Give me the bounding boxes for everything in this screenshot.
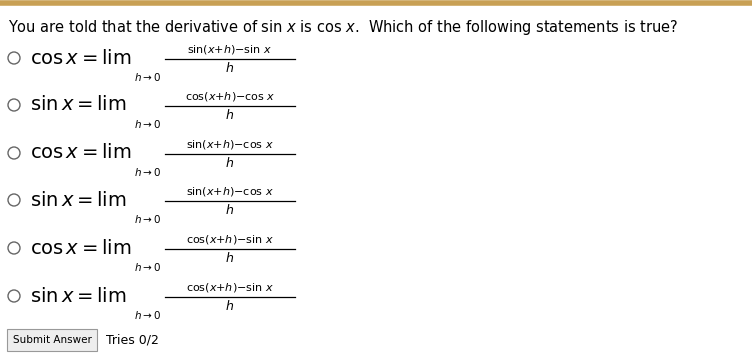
Text: $h$: $h$	[226, 251, 235, 265]
Text: cos($x$+$h$)$-$cos $x$: cos($x$+$h$)$-$cos $x$	[185, 90, 275, 103]
Text: $\sin x = \lim$: $\sin x = \lim$	[30, 95, 126, 114]
Text: $h{\to}0$: $h{\to}0$	[135, 166, 162, 178]
Text: sin($x$+$h$)$-$sin $x$: sin($x$+$h$)$-$sin $x$	[187, 43, 272, 56]
Text: $h$: $h$	[226, 61, 235, 75]
Text: cos($x$+$h$)$-$sin $x$: cos($x$+$h$)$-$sin $x$	[186, 281, 274, 294]
Text: $h{\to}0$: $h{\to}0$	[135, 309, 162, 321]
Text: $\cos x = \lim$: $\cos x = \lim$	[30, 49, 132, 68]
Text: $h{\to}0$: $h{\to}0$	[135, 261, 162, 273]
Text: $\cos x = \lim$: $\cos x = \lim$	[30, 144, 132, 162]
Text: $\sin x = \lim$: $\sin x = \lim$	[30, 287, 126, 306]
Text: $\sin x = \lim$: $\sin x = \lim$	[30, 190, 126, 210]
Text: $h$: $h$	[226, 108, 235, 122]
Text: $h$: $h$	[226, 156, 235, 170]
Text: Submit Answer: Submit Answer	[13, 335, 92, 345]
Text: $\cos x = \lim$: $\cos x = \lim$	[30, 238, 132, 257]
FancyBboxPatch shape	[7, 329, 97, 351]
Text: $h{\to}0$: $h{\to}0$	[135, 118, 162, 130]
Text: $h$: $h$	[226, 299, 235, 313]
Text: You are told that the derivative of sin $x$ is cos $x$.  Which of the following : You are told that the derivative of sin …	[8, 18, 678, 37]
Text: Tries 0/2: Tries 0/2	[106, 333, 159, 346]
Text: cos($x$+$h$)$-$sin $x$: cos($x$+$h$)$-$sin $x$	[186, 233, 274, 246]
Text: $h{\to}0$: $h{\to}0$	[135, 71, 162, 83]
Text: sin($x$+$h$)$-$cos $x$: sin($x$+$h$)$-$cos $x$	[186, 185, 274, 198]
Text: sin($x$+$h$)$-$cos $x$: sin($x$+$h$)$-$cos $x$	[186, 138, 274, 151]
Text: $h$: $h$	[226, 203, 235, 217]
Text: $h{\to}0$: $h{\to}0$	[135, 213, 162, 225]
